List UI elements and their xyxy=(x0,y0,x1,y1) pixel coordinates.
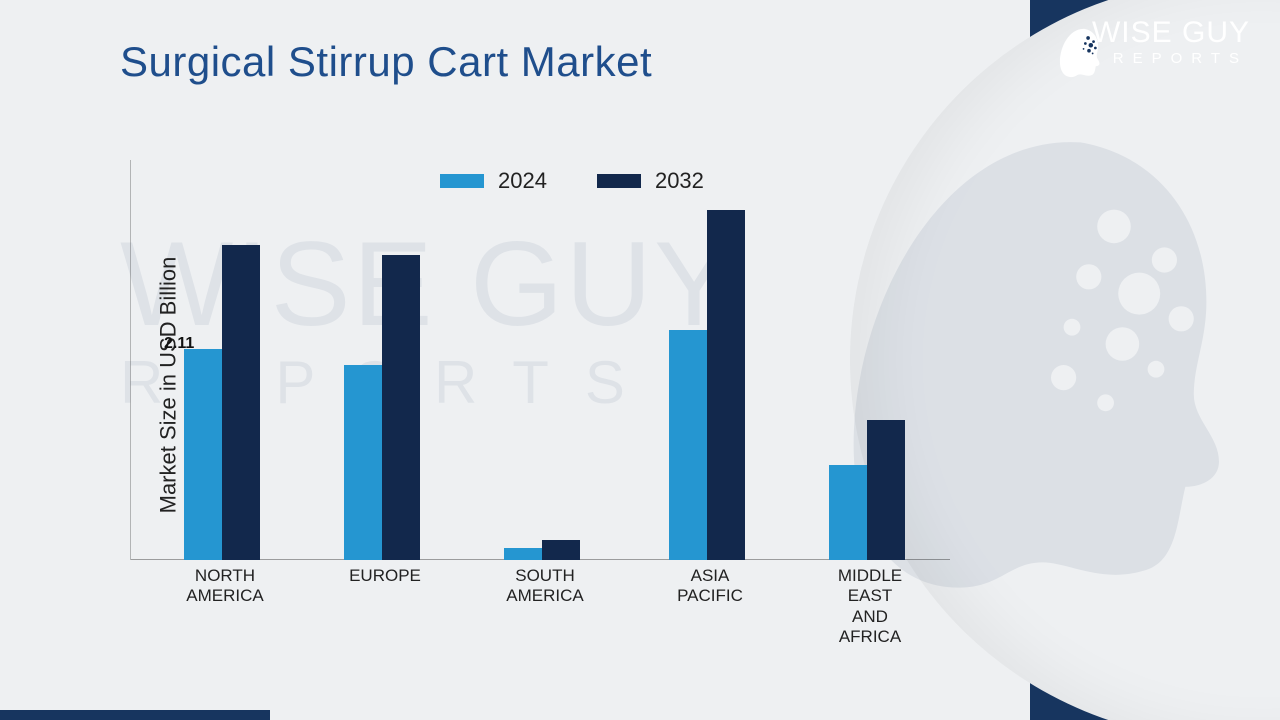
category-label: NORTHAMERICA xyxy=(155,566,295,607)
category-label: ASIAPACIFIC xyxy=(640,566,780,607)
plot-area: 2.11 xyxy=(130,160,950,560)
bar xyxy=(867,420,905,560)
bar xyxy=(222,245,260,560)
category-label: MIDDLEEASTANDAFRICA xyxy=(800,566,940,648)
bar xyxy=(504,548,542,560)
bar xyxy=(669,330,707,560)
value-tag: 2.11 xyxy=(164,335,194,353)
bar xyxy=(542,540,580,560)
brand-line2: REPORTS xyxy=(1092,50,1250,67)
category-label: EUROPE xyxy=(315,566,455,586)
stage: Surgical Stirrup Cart Market WISE GUY RE… xyxy=(0,0,1280,720)
brand-logo: WISE GUY REPORTS xyxy=(1092,18,1250,67)
brand-line1: WISE GUY xyxy=(1092,18,1250,48)
page-title: Surgical Stirrup Cart Market xyxy=(120,38,652,86)
category-label: SOUTHAMERICA xyxy=(475,566,615,607)
bar xyxy=(829,465,867,560)
x-axis-labels: NORTHAMERICA EUROPE SOUTHAMERICA ASIAPACIFI… xyxy=(130,562,950,682)
bar xyxy=(382,255,420,560)
chart: Market Size in USD Billion 2.11 NORTHAME… xyxy=(90,160,960,610)
bar xyxy=(344,365,382,560)
footer-stripe xyxy=(0,710,270,720)
bar xyxy=(184,349,222,560)
bar xyxy=(707,210,745,560)
